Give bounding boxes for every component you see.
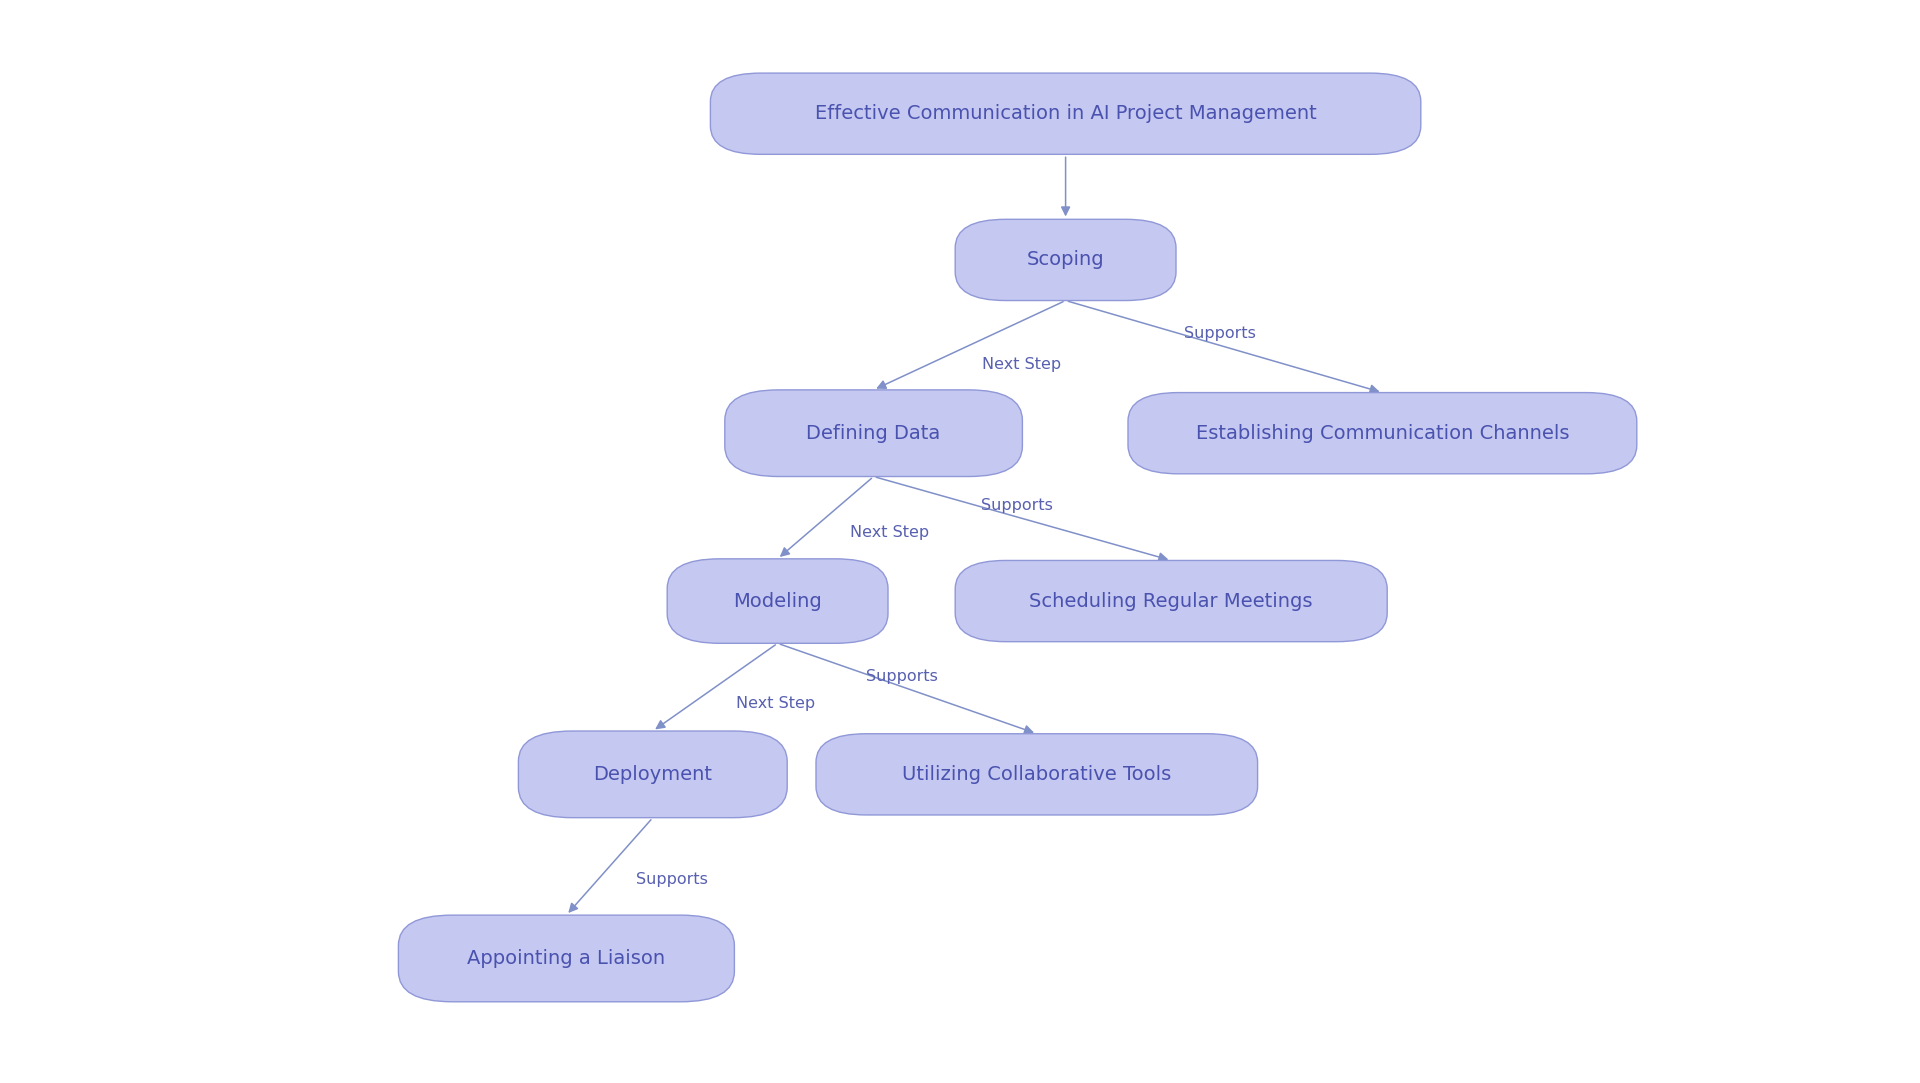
Text: Utilizing Collaborative Tools: Utilizing Collaborative Tools xyxy=(902,765,1171,784)
FancyBboxPatch shape xyxy=(710,74,1421,155)
FancyBboxPatch shape xyxy=(1127,393,1636,474)
FancyBboxPatch shape xyxy=(399,915,733,1002)
FancyBboxPatch shape xyxy=(724,390,1021,477)
Text: Appointing a Liaison: Appointing a Liaison xyxy=(467,949,666,968)
Text: Supports: Supports xyxy=(636,873,708,887)
FancyBboxPatch shape xyxy=(956,219,1175,300)
Text: Next Step: Next Step xyxy=(735,696,814,712)
Text: Deployment: Deployment xyxy=(593,765,712,784)
Text: Scheduling Regular Meetings: Scheduling Regular Meetings xyxy=(1029,591,1313,611)
Text: Scoping: Scoping xyxy=(1027,250,1104,270)
FancyBboxPatch shape xyxy=(518,731,787,818)
FancyBboxPatch shape xyxy=(816,734,1258,814)
Text: Effective Communication in AI Project Management: Effective Communication in AI Project Ma… xyxy=(814,104,1317,123)
FancyBboxPatch shape xyxy=(956,561,1386,641)
Text: Supports: Supports xyxy=(981,498,1052,512)
Text: Defining Data: Defining Data xyxy=(806,423,941,443)
FancyBboxPatch shape xyxy=(668,559,887,643)
Text: Establishing Communication Channels: Establishing Communication Channels xyxy=(1196,423,1569,443)
Text: Next Step: Next Step xyxy=(981,357,1062,373)
Text: Next Step: Next Step xyxy=(851,525,929,540)
Text: Supports: Supports xyxy=(866,669,939,684)
Text: Modeling: Modeling xyxy=(733,591,822,611)
Text: Supports: Supports xyxy=(1185,326,1256,341)
